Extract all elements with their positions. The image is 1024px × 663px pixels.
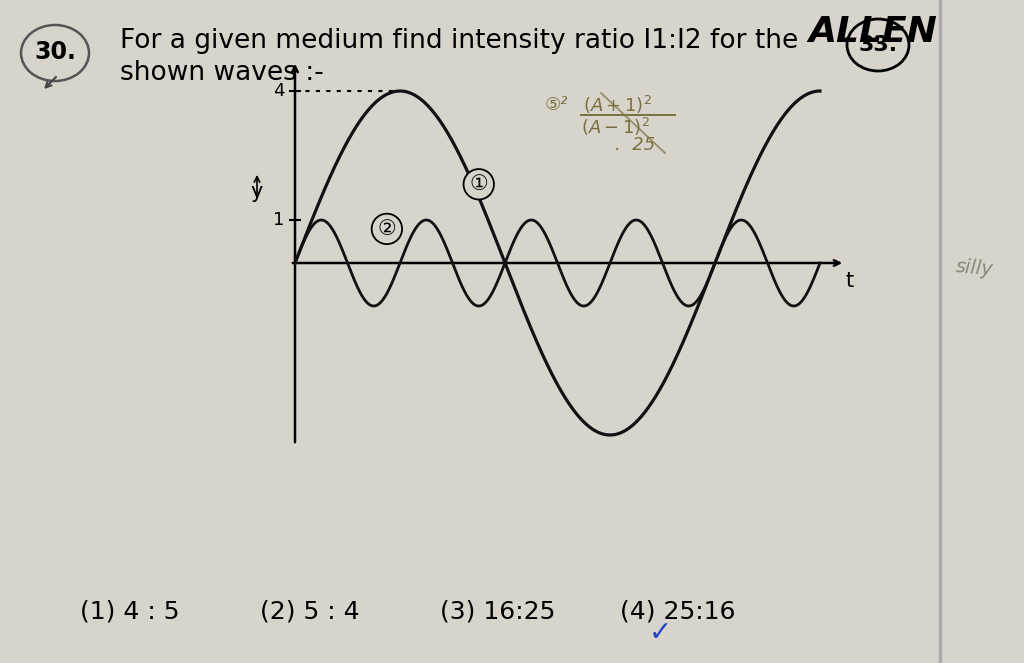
Text: 30.: 30. [34,40,76,64]
Text: 1: 1 [273,211,285,229]
Text: .  25: . 25 [615,136,655,154]
Text: silly: silly [955,257,994,279]
Text: For a given medium find intensity ratio I1:I2 for the: For a given medium find intensity ratio … [120,28,799,54]
Text: ①: ① [469,174,488,194]
Text: (2) 5 : 4: (2) 5 : 4 [260,599,359,623]
Text: (3) 16:25: (3) 16:25 [440,599,555,623]
Text: (4) 25:16: (4) 25:16 [620,599,735,623]
Text: ALLEN: ALLEN [808,15,937,49]
Text: 33.: 33. [858,35,898,55]
Text: t: t [846,271,854,291]
Text: $(A-1)^2$: $(A-1)^2$ [581,116,650,138]
Text: ⑤²: ⑤² [545,96,568,114]
Text: 4: 4 [273,82,285,100]
Text: ✓: ✓ [648,619,672,647]
Text: $(A+1)^2$: $(A+1)^2$ [583,94,652,116]
Text: y: y [251,182,263,202]
Text: shown waves :-: shown waves :- [120,60,324,86]
Text: (1) 4 : 5: (1) 4 : 5 [80,599,179,623]
Text: ②: ② [378,219,396,239]
